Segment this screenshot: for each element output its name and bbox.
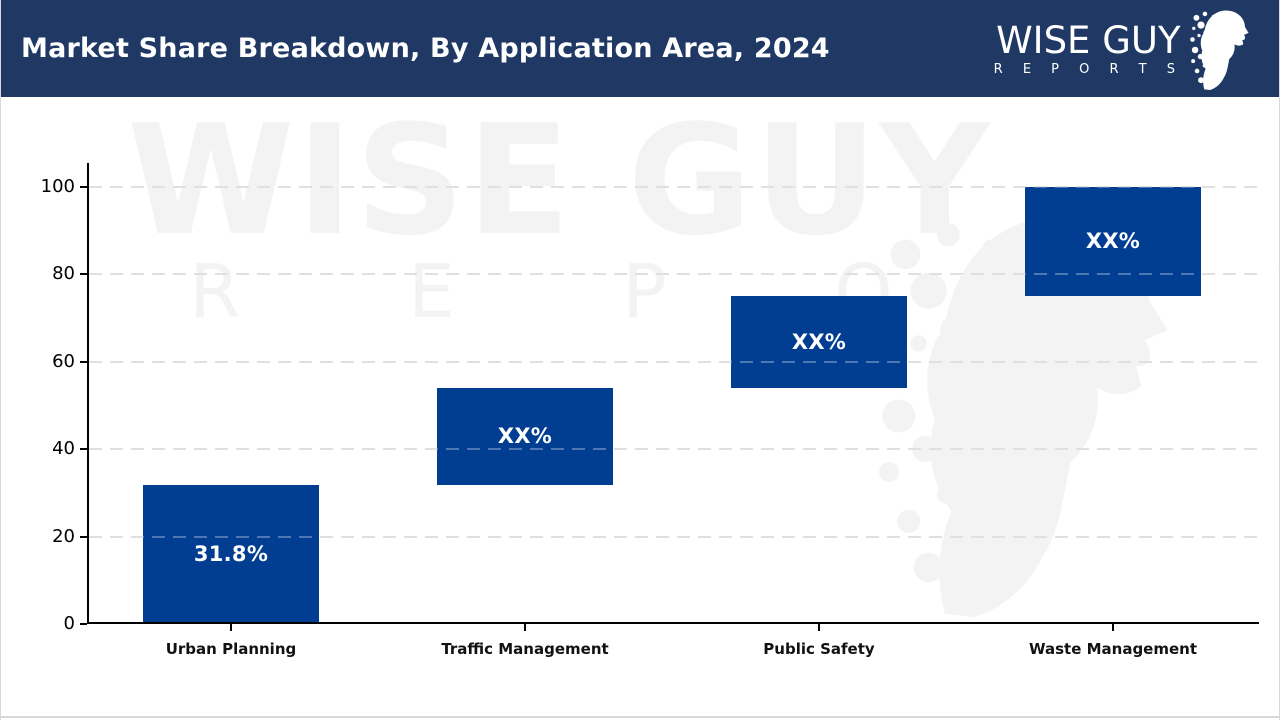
y-tick-mark-60 (80, 360, 87, 363)
page-title: Market Share Breakdown, By Application A… (21, 33, 830, 64)
y-tick-label-0: 0 (63, 613, 75, 634)
y-tick-label-80: 80 (52, 263, 75, 284)
watermark-brand-name: WISE GUY (127, 92, 992, 269)
x-tick-label-public-safety: Public Safety (763, 640, 875, 658)
gridline-highlight-40 (89, 448, 1259, 450)
gridline-highlight-20 (89, 535, 1259, 538)
bar-public-safety: XX% (731, 295, 907, 388)
gridline-highlight-100 (89, 185, 1259, 188)
gridline-40 (89, 448, 1259, 450)
y-tick-mark-0 (80, 623, 87, 625)
chart-canvas: WISE GUY R E P O R T S 02040608010031.8%… (1, 92, 1279, 720)
gridline-60 (89, 360, 1259, 363)
brand-name: WISE GUY (996, 18, 1181, 62)
brand-logo-text: WISE GUY R E P O R T S (994, 22, 1183, 76)
y-tick-mark-20 (80, 535, 87, 538)
x-tick-mark-urban-planning (230, 624, 232, 631)
x-axis-line (87, 622, 1259, 624)
x-tick-mark-public-safety (818, 624, 820, 631)
bar-waste-management: XX% (1025, 186, 1201, 296)
gridline-highlight-60 (89, 360, 1259, 363)
y-axis-line (87, 163, 89, 624)
gridline-highlight-80 (89, 273, 1259, 275)
bar-traffic-management: XX% (437, 387, 613, 485)
x-tick-mark-waste-management (1112, 624, 1114, 631)
gridline-80 (89, 273, 1259, 275)
dotted-head-icon (1190, 10, 1249, 90)
y-tick-mark-100 (80, 185, 87, 188)
y-tick-label-40: 40 (52, 438, 75, 459)
watermark-dotted-head (874, 217, 1168, 617)
x-tick-label-traffic-management: Traffic Management (441, 640, 609, 658)
bar-value-label-waste-management: XX% (1085, 229, 1141, 254)
y-tick-mark-80 (80, 273, 87, 275)
brand-logo: WISE GUY R E P O R T S (994, 8, 1255, 90)
header-band: Market Share Breakdown, By Application A… (1, 0, 1279, 97)
bar-value-label-urban-planning: 31.8% (193, 542, 269, 567)
bar-urban-planning: 31.8% (143, 484, 319, 624)
y-tick-label-60: 60 (52, 350, 75, 372)
bar-value-label-traffic-management: XX% (497, 424, 553, 449)
gridline-20 (89, 535, 1259, 538)
brand-subname: R E P O R T S (993, 61, 1183, 77)
bar-value-label-public-safety: XX% (791, 329, 847, 354)
y-tick-label-100: 100 (40, 175, 75, 197)
y-tick-label-20: 20 (52, 525, 75, 547)
y-tick-mark-40 (80, 448, 87, 450)
page-bottom-rule (1, 716, 1279, 718)
x-tick-mark-traffic-management (524, 624, 526, 631)
x-tick-label-waste-management: Waste Management (1028, 640, 1198, 658)
gridline-100 (89, 185, 1259, 188)
x-tick-label-urban-planning: Urban Planning (165, 640, 297, 658)
